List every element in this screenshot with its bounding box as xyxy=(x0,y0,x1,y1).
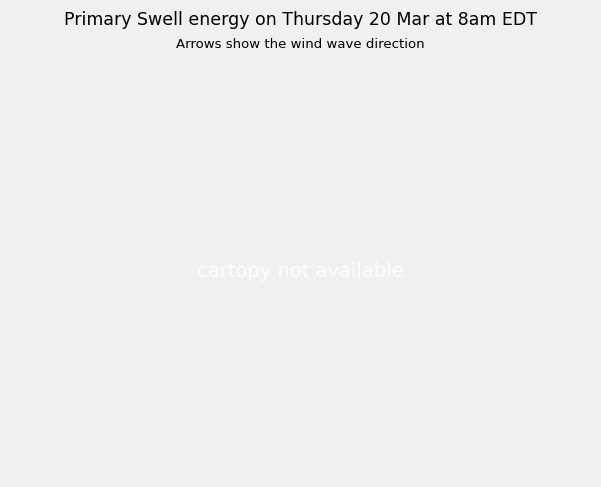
Text: cartopy not available: cartopy not available xyxy=(197,262,404,281)
Text: Primary Swell energy on Thursday 20 Mar at 8am EDT: Primary Swell energy on Thursday 20 Mar … xyxy=(64,11,537,29)
Text: Arrows show the wind wave direction: Arrows show the wind wave direction xyxy=(176,38,425,51)
